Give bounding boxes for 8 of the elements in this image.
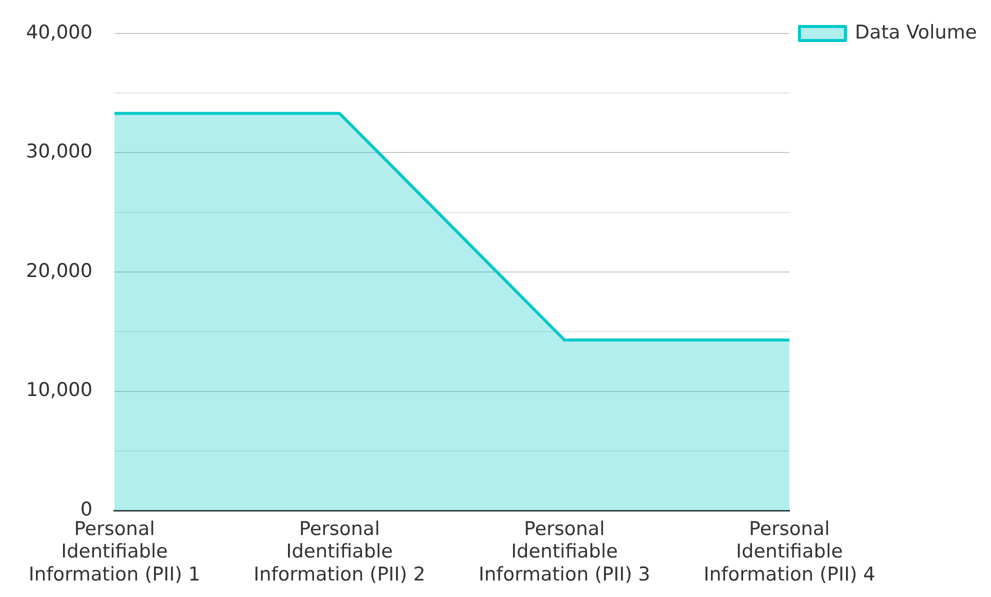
y-tick-label: 40,000 xyxy=(26,21,92,44)
x-tick-label: Personal Identifiable Information (PII) 3 xyxy=(478,518,650,586)
y-tick-label: 20,000 xyxy=(26,260,92,282)
y-tick-label: 30,000 xyxy=(26,140,92,163)
legend-label: Data Volume xyxy=(854,21,978,44)
x-tick-label: Personal Identifiable Information (PII) 4 xyxy=(704,518,876,586)
y-tick-label: 10,000 xyxy=(26,379,92,402)
x-tick-label: Personal Identifiable Information (PII) 2 xyxy=(254,518,426,586)
